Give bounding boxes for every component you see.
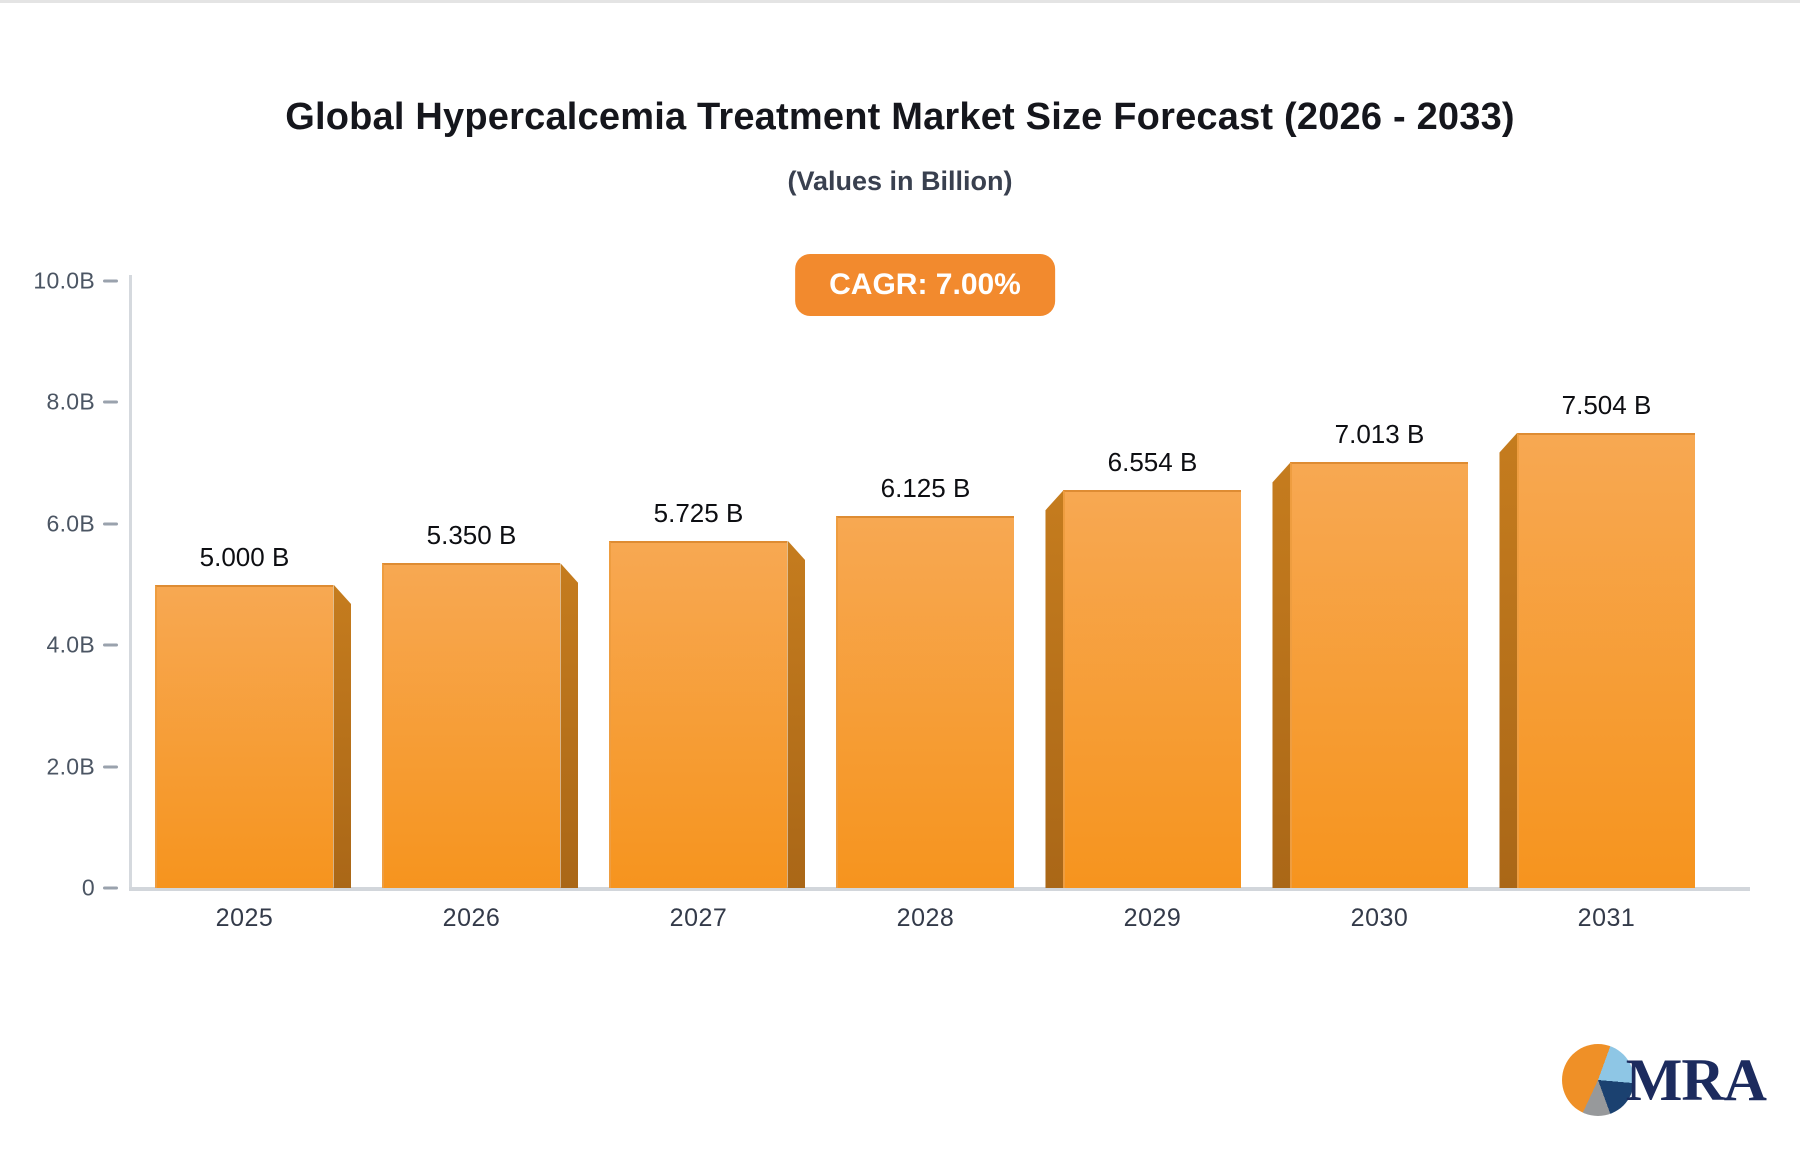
y-tick-mark [103,279,118,283]
y-tick-mark [103,886,118,890]
bar [382,563,561,888]
bar-3d-side [1045,490,1064,888]
bar [609,540,788,888]
brand-logo: MRA [1561,1044,1767,1116]
x-axis-label: 2031 [1577,904,1636,932]
bar-group-2025: 5.000 B 2025 [131,281,358,932]
y-tick-label: 2.0B [46,753,95,780]
bar [155,584,334,888]
bar-value-label: 5.350 B [426,520,517,551]
bar [1063,490,1242,888]
chart-subtitle: (Values in Billion) [787,166,1013,196]
y-tick-mark [103,522,118,526]
bar-3d-side [333,584,352,888]
y-tick-label: 8.0B [46,388,95,415]
y-tick-label: 0 [81,874,95,901]
bar-group-2026: 5.350 B 2026 [358,281,585,932]
bar [1290,462,1469,888]
bar-value-label: 6.125 B [880,473,971,504]
bar-group-2028: 6.125 B 2028 [812,281,1039,932]
x-axis-label: 2028 [896,904,955,932]
x-axis-label: 2025 [215,904,274,932]
x-axis-label: 2027 [669,904,728,932]
bar-group-2029: 6.554 B 2029 [1039,281,1266,932]
x-axis-baseline [129,887,1750,891]
bar-3d-side [1499,432,1518,888]
bar-3d-side [1272,462,1291,888]
bar-value-label: 7.013 B [1334,419,1425,450]
y-tick-label: 4.0B [46,631,95,658]
bar-value-label: 5.000 B [199,541,290,572]
brand-name: MRA [1625,1046,1767,1113]
y-axis-line [129,275,132,891]
y-tick-mark [103,643,118,647]
bar [836,516,1015,888]
bar-value-label: 6.554 B [1107,447,1198,478]
cagr-badge: CAGR: 7.00% [795,254,1055,316]
y-tick-mark [103,765,118,769]
x-axis-label: 2030 [1350,904,1409,932]
bar [1517,432,1696,888]
window-top-edge [0,0,1800,3]
bar-3d-side [787,540,806,888]
y-tick-mark [103,400,118,404]
x-axis-label: 2026 [442,904,501,932]
bar-value-label: 5.725 B [653,497,744,528]
chart-title: Global Hypercalcemia Treatment Market Si… [285,96,1515,138]
y-tick-label: 6.0B [46,510,95,537]
bar-group-2030: 7.013 B 2030 [1266,281,1493,932]
x-axis-label: 2029 [1123,904,1182,932]
bar-group-2027: 5.725 B 2027 [585,281,812,932]
bar-group-2031: 7.504 B 2031 [1493,281,1720,932]
y-tick-label: 10.0B [33,267,95,294]
pie-chart-icon [1561,1044,1634,1116]
plot-area: 10.0B 8.0B 6.0B 4.0B 2.0B 0 5.000 B 2025 5.350 … [33,268,1750,932]
bar-3d-side [560,563,579,888]
bar-value-label: 7.504 B [1561,389,1652,420]
